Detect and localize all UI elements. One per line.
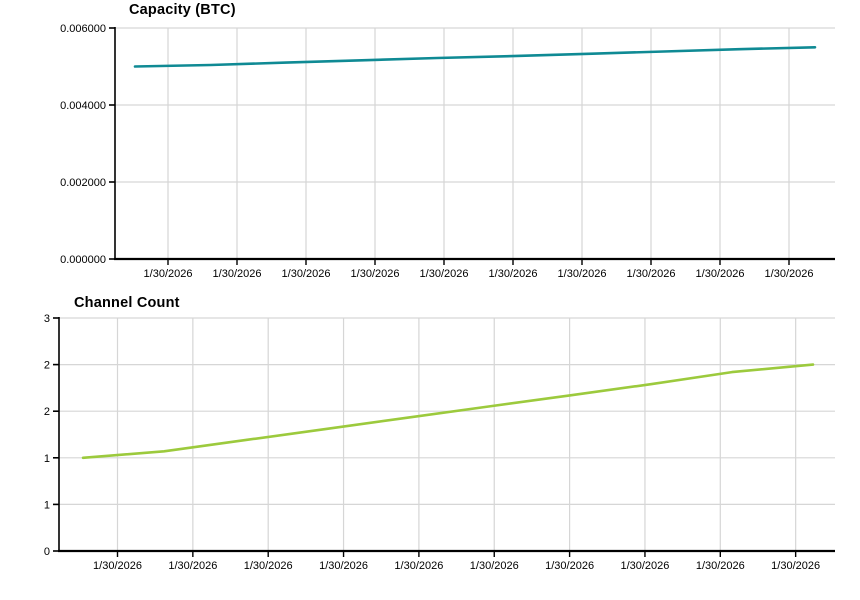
y-axis-tick-label: 1: [44, 453, 50, 465]
y-axis-tick-label: 0.000000: [60, 254, 106, 266]
x-axis-tick-label: 1/30/2026: [558, 268, 607, 280]
y-axis-tick-label: 1: [44, 499, 50, 511]
capacity-chart-title: Capacity (BTC): [129, 2, 236, 18]
x-axis-tick-label: 1/30/2026: [620, 560, 669, 572]
x-axis-tick-label: 1/30/2026: [93, 560, 142, 572]
x-axis-tick-label: 1/30/2026: [282, 268, 331, 280]
series-line-channel_count: [81, 363, 815, 460]
channel-count-chart-title: Channel Count: [74, 295, 180, 311]
x-axis-tick-label: 1/30/2026: [765, 268, 814, 280]
x-axis-tick-label: 1/30/2026: [319, 560, 368, 572]
y-axis-tick-label: 0: [44, 546, 50, 558]
y-axis-tick-label: 3: [44, 313, 50, 325]
x-axis-tick-label: 1/30/2026: [244, 560, 293, 572]
y-axis-tick-label: 2: [44, 360, 50, 372]
x-axis-tick-label: 1/30/2026: [394, 560, 443, 572]
series-line-capacity_btc: [133, 45, 817, 68]
x-axis-tick-label: 1/30/2026: [168, 560, 217, 572]
y-axis-tick-label: 2: [44, 406, 50, 418]
x-axis-tick-label: 1/30/2026: [696, 268, 745, 280]
x-axis-tick-label: 1/30/2026: [489, 268, 538, 280]
x-axis-tick-label: 1/30/2026: [771, 560, 820, 572]
x-axis-tick-label: 1/30/2026: [470, 560, 519, 572]
x-axis-tick-label: 1/30/2026: [144, 268, 193, 280]
x-axis-tick-label: 1/30/2026: [420, 268, 469, 280]
x-axis-tick-label: 1/30/2026: [351, 268, 400, 280]
y-axis-tick-label: 0.002000: [60, 177, 106, 189]
y-axis-tick-label: 0.006000: [60, 23, 106, 35]
y-axis-tick-label: 0.004000: [60, 100, 106, 112]
x-axis-tick-label: 1/30/2026: [213, 268, 262, 280]
x-axis-tick-label: 1/30/2026: [545, 560, 594, 572]
x-axis-tick-label: 1/30/2026: [627, 268, 676, 280]
x-axis-tick-label: 1/30/2026: [696, 560, 745, 572]
